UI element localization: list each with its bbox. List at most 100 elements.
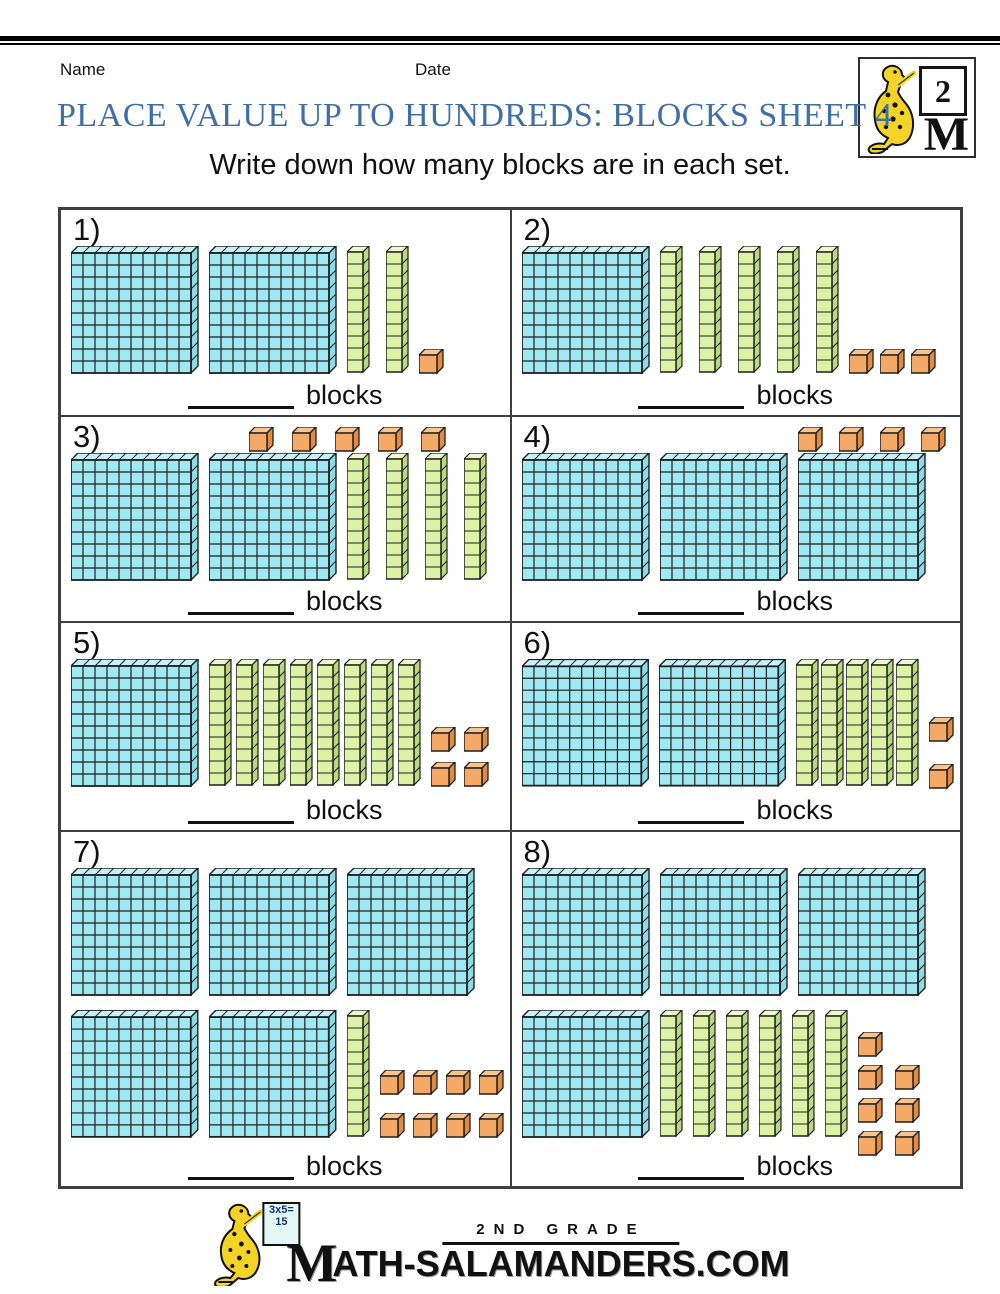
answer-area: blocks bbox=[512, 1150, 961, 1181]
blocks-area bbox=[521, 868, 955, 1156]
problem-number: 4) bbox=[523, 419, 552, 454]
hundred-flat bbox=[797, 868, 926, 996]
tens-group bbox=[796, 659, 919, 786]
answer-word: blocks bbox=[305, 794, 383, 825]
answer-word: blocks bbox=[756, 585, 834, 616]
answer-word: blocks bbox=[756, 1150, 834, 1181]
one-cube bbox=[248, 427, 274, 452]
blocks-area bbox=[71, 246, 504, 374]
hundred-flat bbox=[521, 868, 650, 996]
ten-rod bbox=[815, 246, 839, 373]
ten-rod bbox=[791, 1010, 815, 1137]
ten-rod bbox=[317, 659, 340, 786]
brand-text: ATH-SALAMANDERS.COM bbox=[332, 1243, 790, 1284]
ten-rod bbox=[824, 1010, 848, 1137]
blocks-area bbox=[71, 868, 504, 1142]
ten-rod bbox=[821, 659, 844, 786]
date-label: Date bbox=[415, 60, 451, 79]
one-cube bbox=[291, 427, 317, 452]
card-equation: 3x5= bbox=[268, 1204, 294, 1216]
hundred-flat bbox=[521, 659, 649, 787]
footer-brand: 3x5= 15 M 2ND GRADE ATH-SALAMANDERS.COM bbox=[210, 1198, 790, 1290]
answer-area: blocks bbox=[61, 586, 510, 615]
ten-rod bbox=[398, 659, 421, 786]
answer-blank[interactable] bbox=[187, 799, 294, 824]
hundred-flat bbox=[521, 453, 650, 581]
one-cube bbox=[894, 1098, 920, 1123]
ten-rod bbox=[236, 659, 259, 786]
one-cube bbox=[464, 762, 489, 787]
ten-rod bbox=[871, 659, 894, 786]
blocks-row bbox=[521, 1010, 955, 1156]
ten-rod bbox=[659, 1010, 683, 1137]
ones-group bbox=[248, 427, 446, 452]
answer-blank[interactable] bbox=[638, 590, 745, 615]
ten-rod bbox=[290, 659, 313, 786]
one-cube bbox=[880, 427, 905, 452]
ten-rod bbox=[464, 453, 487, 580]
blocks-area bbox=[521, 659, 955, 789]
ten-rod bbox=[758, 1010, 782, 1137]
answer-blank[interactable] bbox=[638, 1155, 745, 1180]
grade-number-card: 2 bbox=[919, 66, 967, 116]
blocks-row bbox=[521, 659, 955, 789]
ten-rod bbox=[263, 659, 286, 786]
ten-rod bbox=[725, 1010, 749, 1137]
answer-blank[interactable] bbox=[187, 384, 294, 409]
ten-rod bbox=[346, 1010, 370, 1137]
one-cube bbox=[420, 427, 446, 452]
ten-rod bbox=[386, 453, 409, 580]
one-cube bbox=[894, 1065, 920, 1090]
answer-blank[interactable] bbox=[187, 1155, 294, 1180]
tens-group bbox=[346, 1010, 370, 1137]
hundred-flat bbox=[71, 246, 199, 374]
hundred-flat bbox=[209, 246, 337, 374]
answer-area: blocks bbox=[61, 1151, 510, 1180]
ten-rod bbox=[796, 659, 819, 786]
answer-area: blocks bbox=[61, 380, 510, 409]
ten-rod bbox=[692, 1010, 716, 1137]
logo-m-letter: M bbox=[923, 107, 969, 161]
one-cube bbox=[431, 762, 456, 787]
answer-blank[interactable] bbox=[638, 799, 745, 824]
ten-rod bbox=[659, 246, 683, 373]
ten-rod bbox=[776, 246, 800, 373]
one-cube bbox=[445, 1070, 471, 1095]
page-title: PLACE VALUE UP TO HUNDREDS: BLOCKS SHEET… bbox=[57, 97, 893, 134]
problem-cell-5: 5) bbox=[60, 622, 511, 831]
blocks-row bbox=[71, 1010, 504, 1138]
blocks-area bbox=[521, 453, 955, 581]
ten-rod bbox=[698, 246, 722, 373]
salamander-icon bbox=[214, 1203, 263, 1286]
one-cube bbox=[879, 349, 905, 374]
problems-grid: 1) blocks 2) bbox=[58, 207, 963, 1189]
one-cube bbox=[929, 717, 954, 742]
top-border-bar bbox=[0, 36, 1000, 47]
ten-rod bbox=[896, 659, 919, 786]
answer-blank[interactable] bbox=[187, 590, 294, 615]
tens-group bbox=[659, 1010, 848, 1137]
problem-cell-4: 4) blocks bbox=[510, 416, 961, 622]
blocks-row bbox=[521, 453, 955, 581]
blocks-row bbox=[71, 659, 504, 787]
blocks-area bbox=[71, 453, 504, 581]
logo-math-card: 3x5= 15 bbox=[262, 1202, 301, 1246]
one-cube bbox=[839, 427, 864, 452]
blocks-area bbox=[71, 659, 504, 787]
answer-area: blocks bbox=[512, 379, 961, 410]
one-cube bbox=[857, 1065, 883, 1090]
answer-blank[interactable] bbox=[638, 384, 745, 409]
one-cube bbox=[478, 1070, 504, 1095]
hundred-flat bbox=[659, 453, 788, 581]
answer-word: blocks bbox=[756, 379, 834, 410]
ten-rod bbox=[425, 453, 448, 580]
tens-group bbox=[209, 659, 421, 786]
ones-group bbox=[929, 717, 954, 789]
page-instructions: Write down how many blocks are in each s… bbox=[209, 149, 791, 181]
answer-word: blocks bbox=[756, 794, 834, 825]
ten-rod bbox=[209, 659, 232, 786]
hundred-flat bbox=[521, 1010, 650, 1138]
ones-group bbox=[419, 349, 444, 374]
answer-area: blocks bbox=[61, 794, 510, 825]
one-cube bbox=[419, 349, 444, 374]
